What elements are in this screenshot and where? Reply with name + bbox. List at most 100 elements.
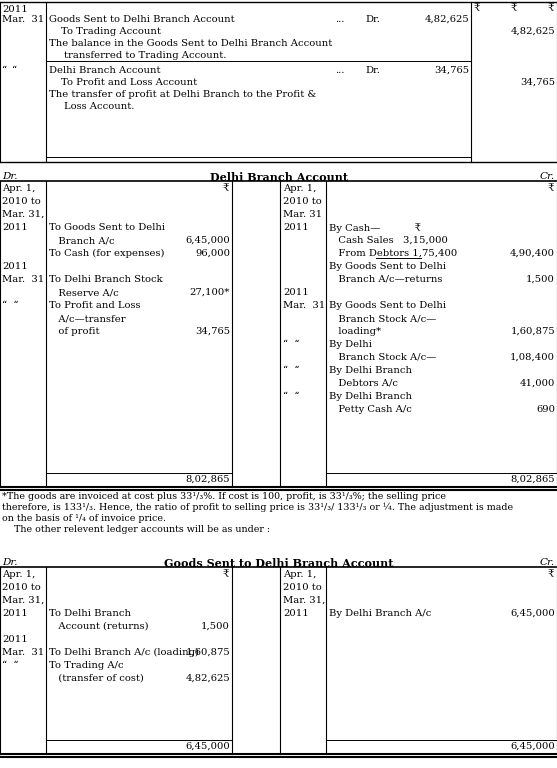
- Text: (transfer of cost): (transfer of cost): [49, 674, 144, 683]
- Text: Mar. 31,: Mar. 31,: [2, 210, 45, 219]
- Text: 34,765: 34,765: [434, 66, 469, 75]
- Text: Petty Cash A/c: Petty Cash A/c: [329, 405, 412, 414]
- Text: 2011: 2011: [2, 635, 28, 644]
- Text: Dr.: Dr.: [365, 66, 380, 75]
- Text: Branch Stock A/c—: Branch Stock A/c—: [329, 353, 436, 362]
- Text: Branch A/c—returns: Branch A/c—returns: [329, 275, 442, 284]
- Text: *The goods are invoiced at cost plus 33¹/₃%. If cost is 100, profit, is 33¹/₃%; : *The goods are invoiced at cost plus 33¹…: [2, 492, 446, 501]
- Text: loading*: loading*: [329, 327, 381, 336]
- Text: Dr.: Dr.: [2, 172, 17, 181]
- Text: By Delhi Branch A/c: By Delhi Branch A/c: [329, 609, 431, 618]
- Text: 2010 to: 2010 to: [2, 197, 41, 206]
- Text: To Trading Account: To Trading Account: [61, 27, 161, 36]
- Text: 4,82,625: 4,82,625: [424, 15, 469, 24]
- Text: 4,90,400: 4,90,400: [510, 249, 555, 258]
- Text: Delhi Branch Account: Delhi Branch Account: [209, 172, 348, 183]
- Text: 6,45,000: 6,45,000: [185, 742, 230, 751]
- Text: ₹: ₹: [548, 4, 554, 13]
- Text: ₹: ₹: [548, 570, 554, 579]
- Text: The balance in the Goods Sent to Delhi Branch Account: The balance in the Goods Sent to Delhi B…: [49, 39, 332, 48]
- Text: on the basis of ¹/₄ of invoice price.: on the basis of ¹/₄ of invoice price.: [2, 514, 166, 523]
- Text: 96,000: 96,000: [195, 249, 230, 258]
- Text: 6,45,000: 6,45,000: [510, 609, 555, 618]
- Text: “  “: “ “: [283, 392, 300, 401]
- Text: Apr. 1,: Apr. 1,: [283, 184, 316, 193]
- Text: 41,000: 41,000: [520, 379, 555, 388]
- Text: Branch Stock A/c—: Branch Stock A/c—: [329, 314, 436, 323]
- Text: To Delhi Branch Stock: To Delhi Branch Stock: [49, 275, 163, 284]
- Text: ₹: ₹: [222, 570, 229, 579]
- Text: Mar.  31: Mar. 31: [2, 648, 44, 657]
- Text: To Profit and Loss Account: To Profit and Loss Account: [61, 78, 197, 87]
- Text: 8,02,865: 8,02,865: [510, 475, 555, 484]
- Text: 6,45,000: 6,45,000: [510, 742, 555, 751]
- Text: 1,60,875: 1,60,875: [185, 648, 230, 657]
- Text: “: “: [12, 66, 17, 75]
- Text: By Delhi Branch: By Delhi Branch: [329, 366, 412, 375]
- Text: 1,500: 1,500: [201, 622, 230, 631]
- Text: ₹: ₹: [548, 184, 554, 193]
- Text: Goods Sent to Delhi Branch Account: Goods Sent to Delhi Branch Account: [49, 15, 234, 24]
- Text: “  “: “ “: [2, 661, 18, 670]
- Text: Debtors A/c: Debtors A/c: [329, 379, 398, 388]
- Text: Mar.  31: Mar. 31: [2, 275, 44, 284]
- Text: 8,02,865: 8,02,865: [185, 475, 230, 484]
- Text: Apr. 1,: Apr. 1,: [2, 570, 36, 579]
- Text: ...: ...: [335, 15, 344, 24]
- Text: Branch A/c: Branch A/c: [49, 236, 115, 245]
- Text: Mar. 31: Mar. 31: [283, 210, 322, 219]
- Text: Cr.: Cr.: [540, 558, 555, 567]
- Text: “: “: [2, 66, 7, 75]
- Text: Mar. 31,: Mar. 31,: [2, 596, 45, 605]
- Text: Dr.: Dr.: [365, 15, 380, 24]
- Text: To Delhi Branch A/c (loading): To Delhi Branch A/c (loading): [49, 648, 199, 657]
- Text: By Cash—           ₹: By Cash— ₹: [329, 223, 421, 233]
- Text: “  “: “ “: [283, 366, 300, 375]
- Text: 2011: 2011: [283, 609, 309, 618]
- Text: 1,08,400: 1,08,400: [510, 353, 555, 362]
- Text: By Goods Sent to Delhi: By Goods Sent to Delhi: [329, 301, 446, 310]
- Text: “  “: “ “: [283, 340, 300, 349]
- Text: 34,765: 34,765: [195, 327, 230, 336]
- Text: Goods Sent to Delhi Branch Account: Goods Sent to Delhi Branch Account: [164, 558, 393, 569]
- Text: By Delhi: By Delhi: [329, 340, 372, 349]
- Text: Reserve A/c: Reserve A/c: [49, 288, 119, 297]
- Text: To Cash (for expenses): To Cash (for expenses): [49, 249, 164, 258]
- Text: Cash Sales   3,15,000: Cash Sales 3,15,000: [329, 236, 448, 245]
- Text: 1,60,875: 1,60,875: [510, 327, 555, 336]
- Text: Mar.  31: Mar. 31: [2, 15, 44, 24]
- Text: Mar. 31,: Mar. 31,: [283, 596, 325, 605]
- Text: 2011: 2011: [283, 288, 309, 297]
- Text: Cr.: Cr.: [540, 172, 555, 181]
- Text: 2011: 2011: [283, 223, 309, 232]
- Text: ₹: ₹: [222, 184, 229, 193]
- Text: The other relevent ledger accounts will be as under :: The other relevent ledger accounts will …: [2, 525, 270, 534]
- Text: The transfer of profit at Delhi Branch to the Profit &: The transfer of profit at Delhi Branch t…: [49, 90, 316, 99]
- Text: 2011: 2011: [2, 609, 28, 618]
- Text: 34,765: 34,765: [520, 78, 555, 87]
- Text: Mar.  31: Mar. 31: [283, 301, 325, 310]
- Text: Dr.: Dr.: [2, 558, 17, 567]
- Text: ₹: ₹: [474, 4, 481, 13]
- Text: 4,82,625: 4,82,625: [510, 27, 555, 36]
- Text: To Goods Sent to Delhi: To Goods Sent to Delhi: [49, 223, 165, 232]
- Text: 2010 to: 2010 to: [283, 197, 322, 206]
- Text: 2011: 2011: [2, 5, 28, 14]
- Text: To Trading A/c: To Trading A/c: [49, 661, 124, 670]
- Text: transferred to Trading Account.: transferred to Trading Account.: [64, 51, 226, 60]
- Text: Account (returns): Account (returns): [49, 622, 149, 631]
- Text: “  “: “ “: [2, 301, 18, 310]
- Text: Apr. 1,: Apr. 1,: [2, 184, 36, 193]
- Text: A/c—transfer: A/c—transfer: [49, 314, 126, 323]
- Text: 1,500: 1,500: [526, 275, 555, 284]
- Text: Delhi Branch Account: Delhi Branch Account: [49, 66, 160, 75]
- Text: 2011: 2011: [2, 262, 28, 271]
- Text: 2010 to: 2010 to: [283, 583, 322, 592]
- Text: ...: ...: [335, 66, 344, 75]
- Text: 27,100*: 27,100*: [189, 288, 230, 297]
- Text: To Delhi Branch: To Delhi Branch: [49, 609, 131, 618]
- Text: By Delhi Branch: By Delhi Branch: [329, 392, 412, 401]
- Text: ₹: ₹: [511, 4, 517, 13]
- Text: By Goods Sent to Delhi: By Goods Sent to Delhi: [329, 262, 446, 271]
- Text: 2011: 2011: [2, 223, 28, 232]
